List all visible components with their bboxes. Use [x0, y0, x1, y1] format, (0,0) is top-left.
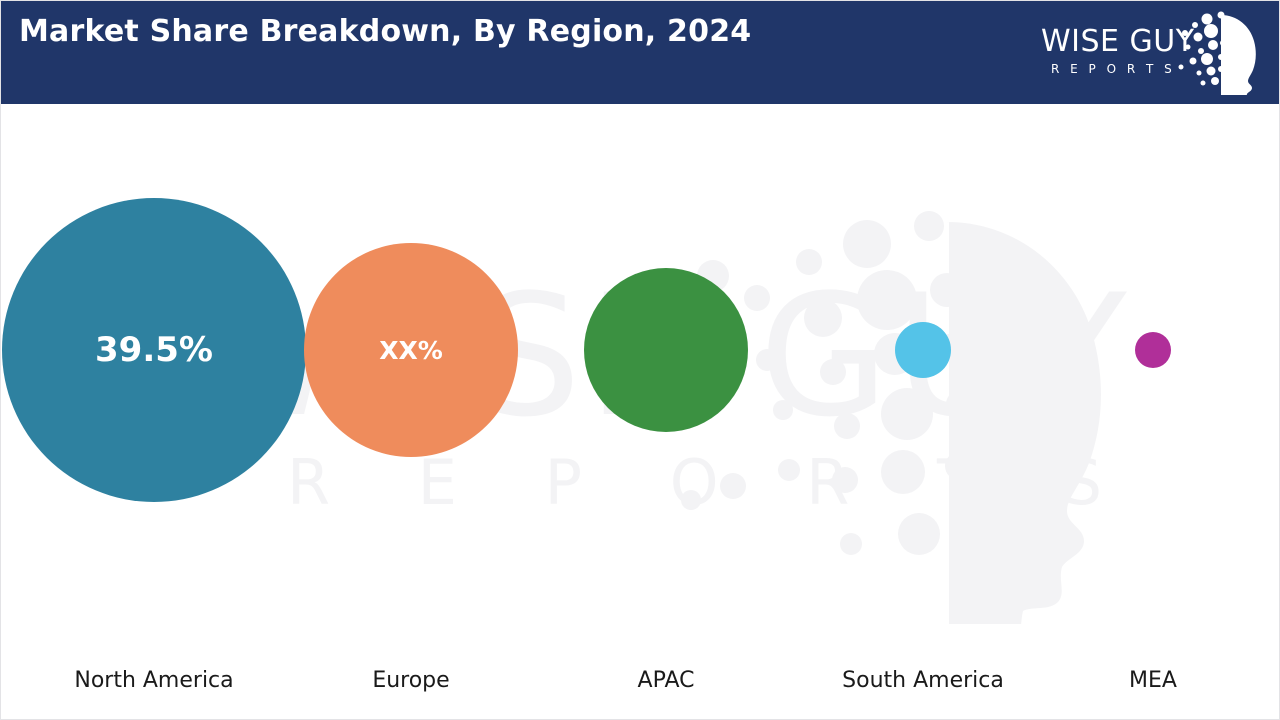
svg-text:WISE GUY: WISE GUY — [1041, 24, 1195, 59]
category-label-europe: Europe — [372, 668, 450, 693]
bubble-value-label: 39.5% — [95, 330, 213, 370]
bubble-europe[interactable]: XX% — [304, 243, 518, 457]
page-header: Market Share Breakdown, By Region, 2024 … — [1, 1, 1279, 104]
bubble-chart-plot-area: WISE GUY R E P O R T S — [1, 104, 1279, 719]
page-title: Market Share Breakdown, By Region, 2024 — [19, 14, 752, 49]
wiseguy-reports-logo: WISE GUY R E P O R T S — [1035, 9, 1265, 95]
svg-text:R E P O R T S: R E P O R T S — [1051, 62, 1175, 76]
category-label-south-america: South America — [842, 668, 1004, 693]
category-label-mea: MEA — [1129, 668, 1177, 693]
bubble-mea[interactable] — [1135, 332, 1171, 368]
bubble-south-america[interactable] — [895, 322, 951, 378]
category-label-north-america: North America — [74, 668, 234, 693]
bubble-apac[interactable] — [584, 268, 748, 432]
bubble-value-label: XX% — [379, 335, 443, 365]
category-label-apac: APAC — [637, 668, 695, 693]
bubble-north-america[interactable]: 39.5% — [2, 198, 306, 502]
